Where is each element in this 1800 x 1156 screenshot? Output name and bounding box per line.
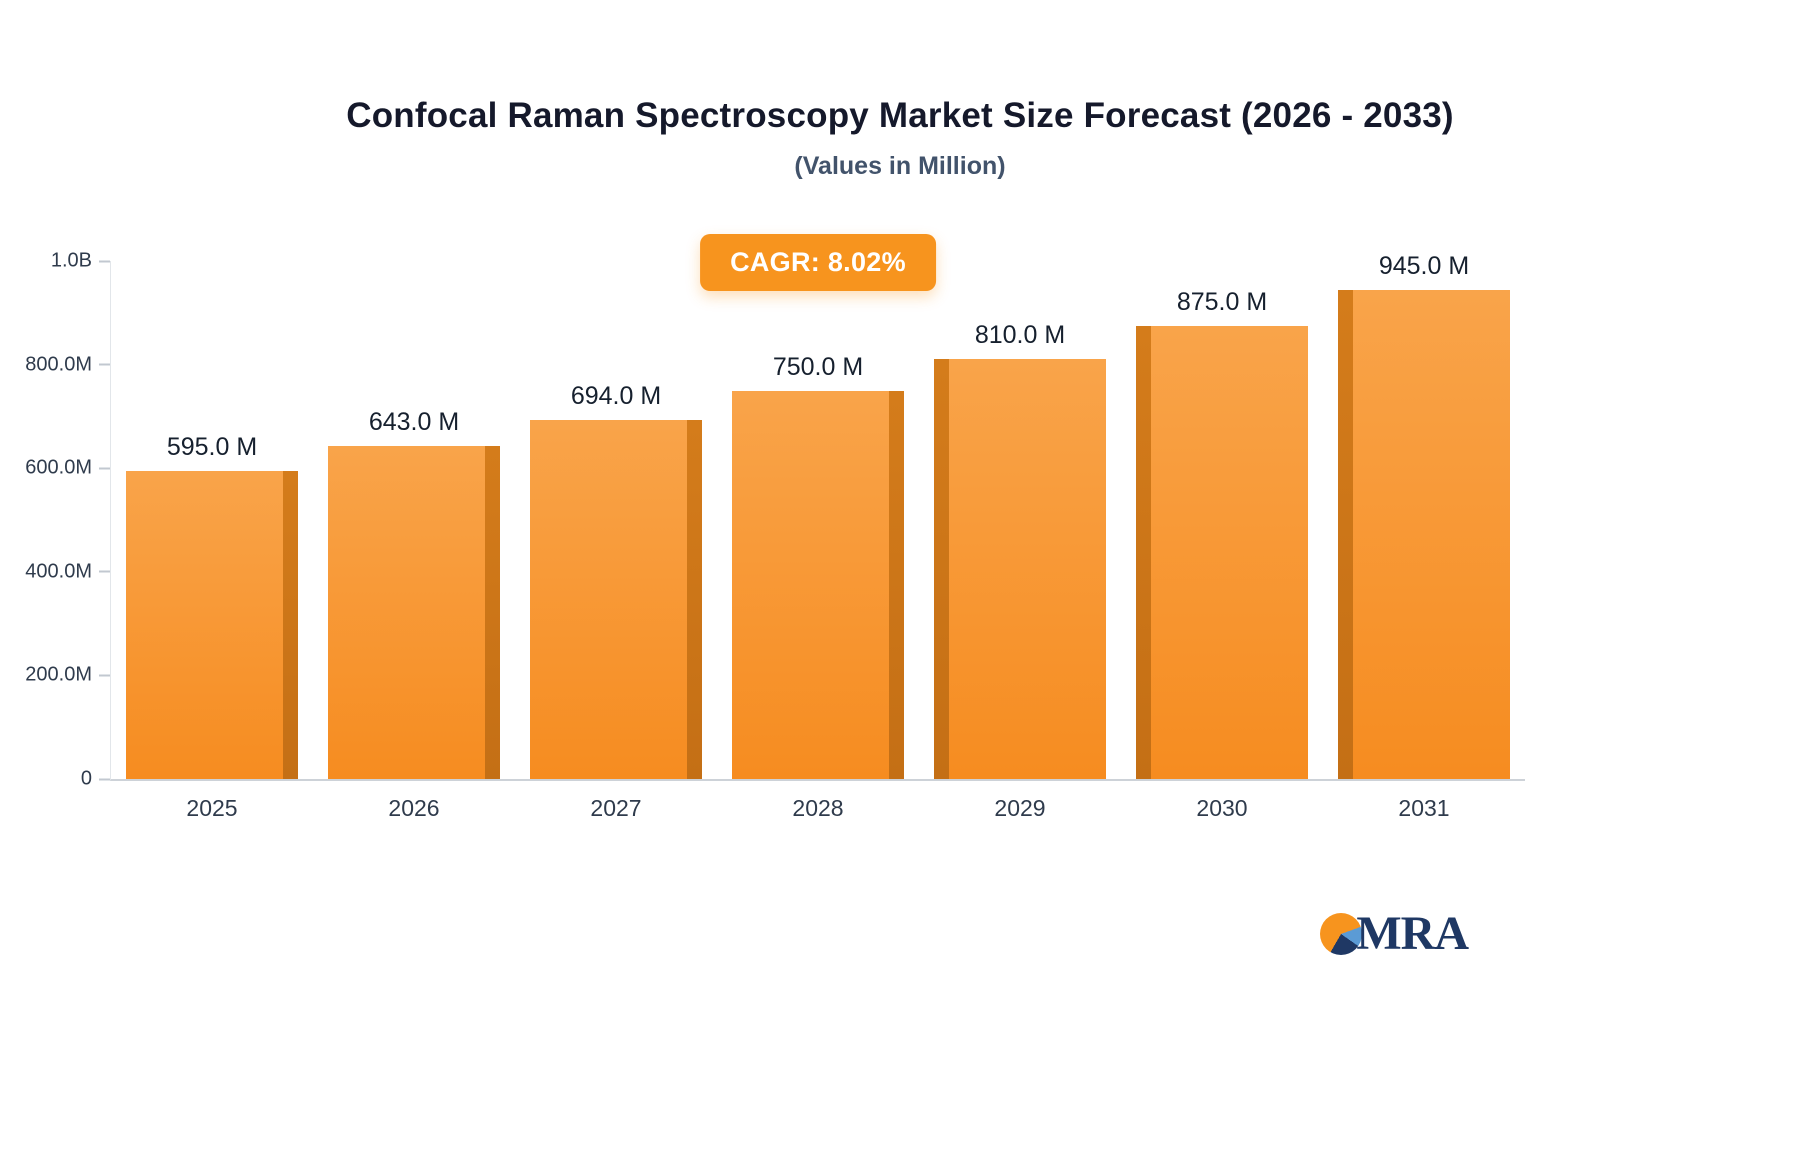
cagr-badge: CAGR: 8.02% (700, 234, 936, 291)
bar: 643.0 M (328, 408, 500, 779)
bar-value-label: 643.0 M (368, 407, 460, 436)
y-axis-tick: 1.0B (51, 250, 110, 273)
y-axis-tick: 0 (81, 768, 110, 791)
x-axis-label: 2029 (994, 795, 1046, 821)
y-tick-label: 600.0M (25, 456, 92, 479)
logo-text: MRA (1356, 907, 1469, 960)
y-tick-label: 1.0B (50, 249, 92, 272)
bar-slot: 694.0 M 2027 (515, 261, 717, 821)
bar: 595.0 M (126, 433, 298, 779)
y-tick-mark (99, 570, 110, 573)
y-axis: 1.0B 800.0M 600.0M 400.0M 200.0M 0 (25, 250, 110, 790)
bar-slot: 750.0 M 2028 (717, 261, 919, 821)
bar-slot: 810.0 M 2029 (919, 261, 1121, 821)
brand-logo: MRA (1320, 907, 1469, 960)
bar: 875.0 M (1136, 288, 1308, 779)
y-tick-label: 0 (80, 767, 92, 790)
chart-title: Confocal Raman Spectroscopy Market Size … (346, 96, 1454, 135)
bar-3d-side (934, 359, 949, 779)
bar-3d-side (1338, 289, 1353, 779)
bar: 694.0 M (530, 382, 702, 779)
y-axis-tick: 200.0M (25, 664, 110, 687)
bar-value-label: 694.0 M (570, 381, 662, 410)
y-axis-tick: 800.0M (25, 353, 110, 376)
bar: 945.0 M (1338, 252, 1510, 779)
y-tick-label: 400.0M (25, 560, 92, 583)
y-axis-tick: 400.0M (25, 560, 110, 583)
bar-value-label: 875.0 M (1176, 287, 1268, 316)
bar-3d-side (283, 470, 298, 779)
bar: 750.0 M (732, 353, 904, 779)
bar-3d-side (1136, 325, 1151, 779)
y-tick-mark (99, 467, 110, 470)
y-tick-mark (99, 260, 110, 262)
bar-slot: 875.0 M 2030 (1121, 261, 1323, 821)
bar-value-label: 595.0 M (166, 432, 258, 461)
x-axis-label: 2028 (792, 795, 844, 821)
x-axis-label: 2031 (1398, 795, 1450, 821)
bar-value-label: 945.0 M (1378, 251, 1470, 280)
bar-slot: 643.0 M 2026 (313, 261, 515, 821)
y-tick-label: 800.0M (25, 353, 92, 376)
y-tick-mark (99, 363, 110, 366)
chart-area: 1.0B 800.0M 600.0M 400.0M 200.0M 0 CAGR: 8.02… (25, 234, 1525, 821)
chart-subtitle: (Values in Million) (794, 152, 1006, 180)
y-tick-mark (99, 778, 110, 780)
bar-3d-side (687, 419, 702, 779)
y-axis-tick: 600.0M (25, 457, 110, 480)
x-axis-label: 2026 (388, 795, 440, 821)
bar-value-label: 750.0 M (772, 352, 864, 381)
bar-slot: 595.0 M 2025 (111, 261, 313, 821)
bar-value-label: 810.0 M (974, 321, 1066, 350)
y-tick-mark (99, 674, 110, 677)
bar-3d-side (889, 390, 904, 779)
x-axis-label: 2030 (1196, 795, 1248, 821)
bar-slot: 945.0 M 2031 (1323, 252, 1525, 821)
pie-logo-icon (1320, 913, 1363, 955)
bar: 810.0 M (934, 321, 1106, 779)
x-axis-label: 2025 (186, 795, 238, 821)
bar-3d-side (485, 445, 500, 779)
x-axis-label: 2027 (590, 795, 642, 821)
plot-area: CAGR: 8.02% 595.0 M 2025 643.0 M 2026 694.0 … (110, 234, 1525, 821)
y-tick-label: 200.0M (25, 663, 92, 686)
